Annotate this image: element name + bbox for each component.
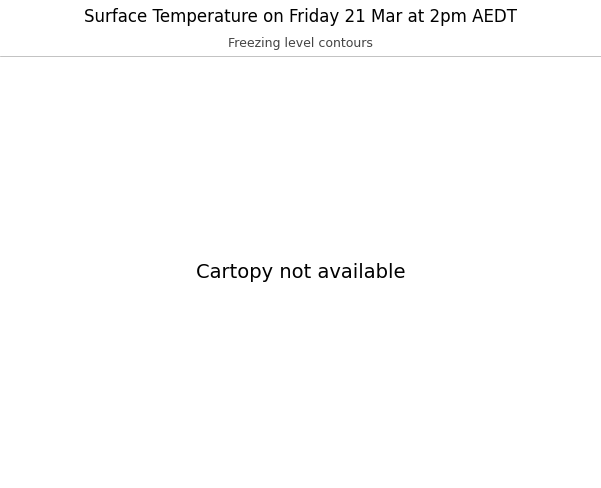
Text: Cartopy not available: Cartopy not available [196,263,405,282]
Text: Freezing level contours: Freezing level contours [228,37,373,50]
Text: Surface Temperature on Friday 21 Mar at 2pm AEDT: Surface Temperature on Friday 21 Mar at … [84,8,517,26]
